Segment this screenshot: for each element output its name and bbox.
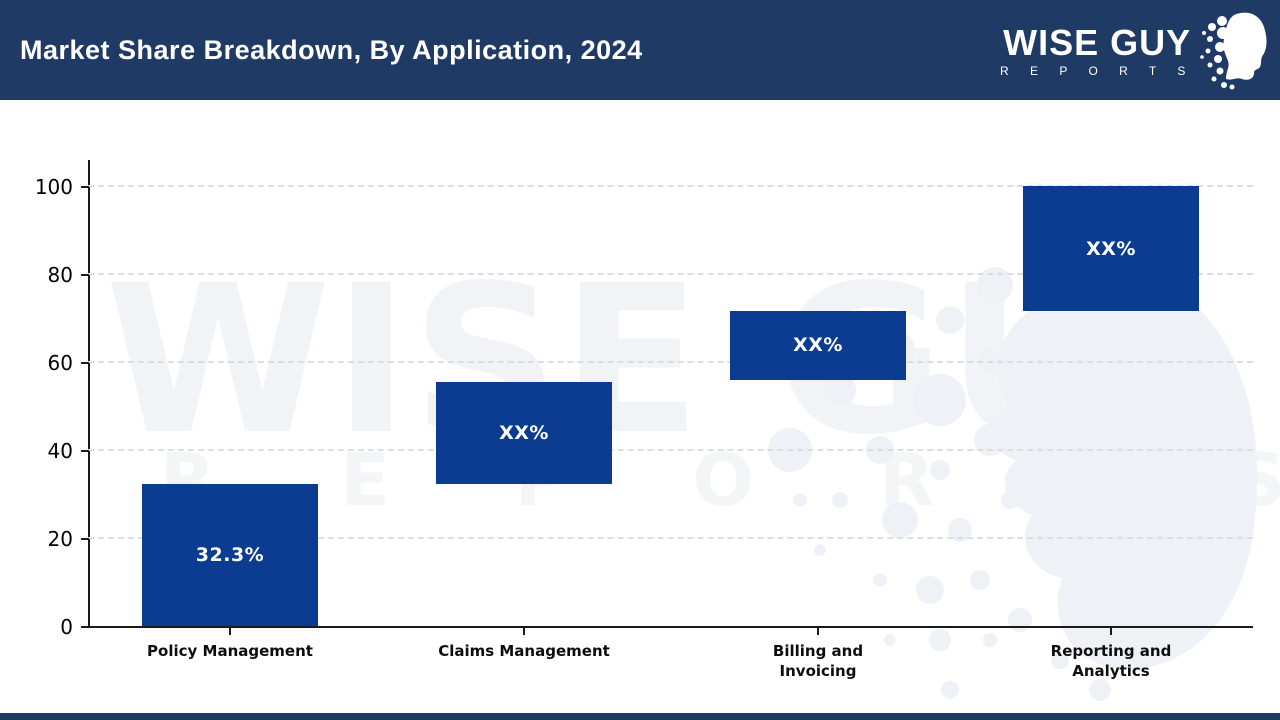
y-axis-tick-label: 40 — [47, 439, 73, 463]
bar-4: XX% — [1023, 186, 1199, 312]
gridline — [88, 537, 1253, 539]
footer-bar — [0, 713, 1280, 720]
brand-logo-text: WISE GUY R E P O R T S — [1000, 22, 1195, 79]
x-axis-category-label: Billing and Invoicing — [772, 642, 864, 680]
x-axis-category-label: Claims Management — [438, 642, 610, 660]
x-axis-category-label: Policy Management — [147, 642, 313, 660]
y-axis-tick-label: 100 — [34, 175, 73, 199]
bar-value-label: 32.3% — [195, 543, 265, 566]
bar-2: XX% — [436, 381, 612, 484]
gridline — [88, 449, 1253, 451]
x-axis-line — [88, 626, 1253, 628]
y-axis-tick — [81, 450, 89, 452]
y-axis-tick — [81, 362, 89, 364]
x-axis-tick — [1110, 628, 1112, 635]
page-title: Market Share Breakdown, By Application, … — [20, 34, 643, 65]
x-axis-tick — [523, 628, 525, 635]
bar-value-label: XX% — [793, 334, 843, 357]
gridline — [88, 273, 1253, 275]
y-axis-tick — [81, 274, 89, 276]
brand-name: WISE GUY — [1003, 22, 1192, 63]
y-axis-tick — [81, 186, 89, 188]
y-axis-tick-label: 0 — [60, 615, 73, 639]
y-axis-line — [88, 160, 90, 626]
y-axis-tick-label: 80 — [47, 263, 73, 287]
plot-area: WISE GU R E P O R T S 0 20 40 60 80 100 32.3% P… — [0, 100, 1280, 713]
gridline — [88, 185, 1253, 187]
y-axis-tick — [81, 538, 89, 540]
bar-value-label: XX% — [1086, 237, 1136, 260]
x-axis-tick — [229, 628, 231, 635]
brand-subtitle: R E P O R T S — [1000, 64, 1195, 78]
brand-logo: WISE GUY R E P O R T S — [1000, 8, 1272, 94]
gridline — [88, 361, 1253, 363]
header: Market Share Breakdown, By Application, … — [0, 0, 1280, 100]
bar-1: 32.3% — [142, 483, 318, 626]
y-axis-tick-label: 60 — [47, 351, 73, 375]
y-axis-tick-label: 20 — [47, 527, 73, 551]
bar-3: XX% — [730, 311, 906, 380]
x-axis-category-label: Reporting and Analytics — [1050, 642, 1172, 680]
bar-value-label: XX% — [499, 421, 549, 444]
brand-face-icon — [1200, 12, 1267, 90]
x-axis-tick — [817, 628, 819, 635]
y-axis-tick — [81, 626, 89, 628]
